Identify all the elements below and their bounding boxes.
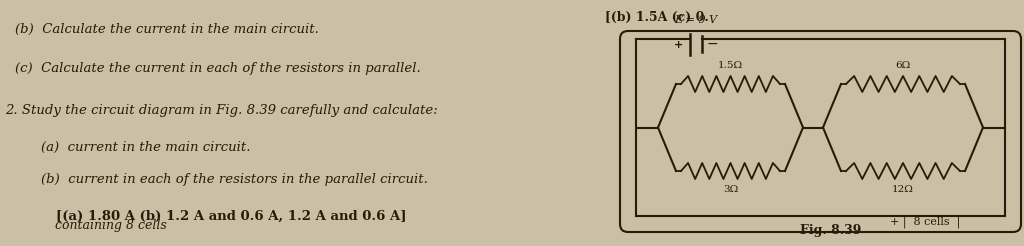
Text: 6Ω: 6Ω xyxy=(895,61,910,70)
Text: 2. Study the circuit diagram in Fig. 8.39 carefully and calculate:: 2. Study the circuit diagram in Fig. 8.3… xyxy=(5,104,438,117)
Text: 3Ω: 3Ω xyxy=(723,185,738,194)
Text: (c)  Calculate the current in each of the resistors in parallel.: (c) Calculate the current in each of the… xyxy=(15,62,421,75)
Text: (b)  Calculate the current in the main circuit.: (b) Calculate the current in the main ci… xyxy=(15,23,319,36)
Text: (a)  current in the main circuit.: (a) current in the main circuit. xyxy=(41,141,251,154)
Text: E = 9 V: E = 9 V xyxy=(675,15,718,25)
Text: [(b) 1.5A (c) 0.: [(b) 1.5A (c) 0. xyxy=(605,11,709,24)
Text: + |  8 cells  |: + | 8 cells | xyxy=(890,216,961,228)
Text: [(a) 1.80 A (b) 1.2 A and 0.6 A, 1.2 A and 0.6 A]: [(a) 1.80 A (b) 1.2 A and 0.6 A, 1.2 A a… xyxy=(56,210,407,223)
Text: Fig. 8.39: Fig. 8.39 xyxy=(800,224,861,237)
Text: 1.5Ω: 1.5Ω xyxy=(718,61,743,70)
Text: containing 8 cells: containing 8 cells xyxy=(55,219,167,232)
Text: +: + xyxy=(674,40,683,50)
Text: −: − xyxy=(707,37,719,51)
Text: 12Ω: 12Ω xyxy=(892,185,914,194)
Text: (b)  current in each of the resistors in the parallel circuit.: (b) current in each of the resistors in … xyxy=(41,173,428,186)
